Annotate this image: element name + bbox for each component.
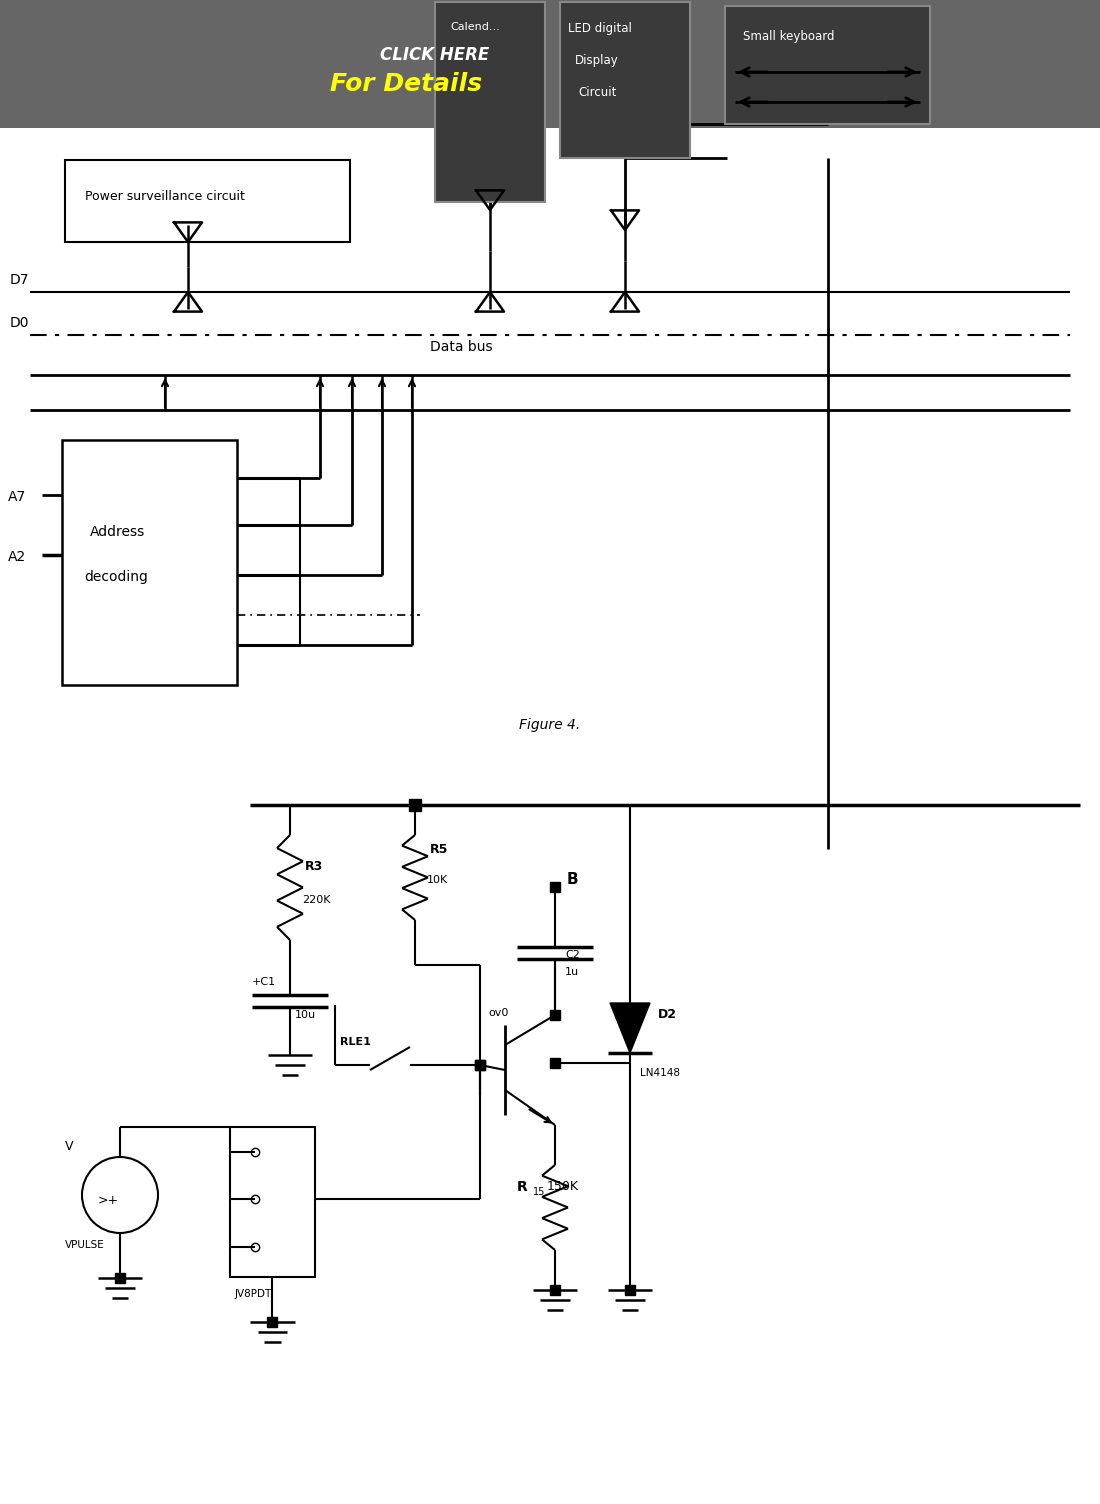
Text: decoding: decoding [84,570,147,584]
Text: A7: A7 [8,490,26,504]
Text: C2: C2 [565,951,580,960]
Text: R: R [517,1181,528,1194]
Bar [560,2,690,158]
Text: Display: Display [575,54,618,68]
Bar [434,2,544,202]
Text: A2: A2 [8,550,26,564]
Text: 10K: 10K [427,875,449,884]
Text: V: V [65,1140,74,1154]
Text: D2: D2 [658,1008,676,1021]
Text: Data bus: Data bus [430,340,493,353]
Text: D0: D0 [10,316,30,329]
Text: Calend...: Calend... [450,23,499,32]
Bar [65,159,350,242]
Text: VPULSE: VPULSE [65,1239,104,1250]
Text: R5: R5 [430,844,449,856]
Text: LN4148: LN4148 [640,1068,680,1078]
Text: 150K: 150K [547,1181,579,1193]
Text: Small keyboard: Small keyboard [742,30,835,44]
Text: For Details: For Details [330,72,482,96]
Text: Figure 4.: Figure 4. [519,717,581,732]
Text: >+: >+ [98,1194,119,1206]
Text: Circuit: Circuit [578,86,616,99]
Bar [230,1126,315,1277]
Bar [0,0,1100,128]
Text: 15: 15 [534,1187,546,1197]
Text: +C1: +C1 [252,978,276,987]
Text: JV8PDT: JV8PDT [235,1289,273,1299]
Bar [62,441,236,684]
Text: B: B [566,872,579,887]
Text: Power surveillance circuit: Power surveillance circuit [85,190,245,203]
Text: Address: Address [90,525,145,538]
Text: LED digital: LED digital [568,23,631,35]
Text: 220K: 220K [302,895,330,905]
Text: 10u: 10u [295,1011,316,1020]
Polygon shape [610,1003,650,1053]
Text: RLE1: RLE1 [340,1036,371,1047]
Text: D7: D7 [10,274,30,287]
Text: CLICK HERE: CLICK HERE [379,47,490,65]
Text: ov0: ov0 [488,1008,508,1018]
Bar [725,6,929,123]
Text: R3: R3 [305,860,323,872]
Text: 1u: 1u [565,967,579,978]
